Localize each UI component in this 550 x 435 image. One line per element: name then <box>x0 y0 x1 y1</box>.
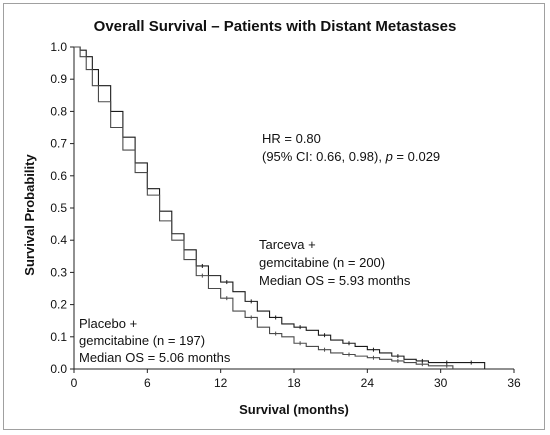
y-tick-label: 0.4 <box>50 233 67 247</box>
x-axis-label: Survival (months) <box>239 402 349 417</box>
y-tick-label: 0.1 <box>50 330 67 344</box>
x-tick-label: 0 <box>71 376 78 390</box>
placebo-label-3: Median OS = 5.06 months <box>79 350 231 365</box>
x-tick-label: 30 <box>434 376 448 390</box>
placebo-label-1: Placebo + <box>79 316 137 331</box>
axes: 0 6 12 18 24 30 36 0.0 0.1 0.2 0.3 0.4 0.5 0.6 0.7 0.8 0… <box>50 40 521 390</box>
x-tick-label: 18 <box>287 376 301 390</box>
y-tick-label: 0.2 <box>50 298 67 312</box>
x-tick-label: 12 <box>214 376 228 390</box>
y-tick-label: 0.0 <box>50 362 67 376</box>
x-tick-label: 24 <box>361 376 375 390</box>
p-value: = 0.029 <box>393 149 440 164</box>
x-tick-label: 6 <box>144 376 151 390</box>
series-layer <box>74 46 486 369</box>
y-tick-label: 0.9 <box>50 72 67 86</box>
survival-curve-tarceva <box>74 46 486 369</box>
y-tick-label: 0.3 <box>50 265 67 279</box>
y-tick-label: 0.5 <box>50 201 67 215</box>
ci-text: (95% CI: 0.66, 0.98), <box>262 149 386 164</box>
y-tick-label: 0.8 <box>50 104 67 118</box>
tarceva-label-1: Tarceva + <box>259 237 316 252</box>
tarceva-label-2: gemcitabine (n = 200) <box>259 255 385 270</box>
x-tick-label: 36 <box>507 376 521 390</box>
ci-annotation: (95% CI: 0.66, 0.98), p = 0.029 <box>262 149 440 164</box>
chart-title: Overall Survival – Patients with Distant… <box>94 18 457 35</box>
y-tick-label: 0.7 <box>50 137 67 151</box>
y-tick-label: 0.6 <box>50 169 67 183</box>
y-axis-label: Survival Probability <box>22 154 37 276</box>
p-symbol: p <box>385 149 393 164</box>
y-tick-label: 1.0 <box>50 40 67 54</box>
tarceva-label-3: Median OS = 5.93 months <box>259 273 411 288</box>
placebo-label-2: gemcitabine (n = 197) <box>79 333 205 348</box>
hr-annotation: HR = 0.80 <box>262 131 321 146</box>
chart-frame <box>3 3 545 430</box>
